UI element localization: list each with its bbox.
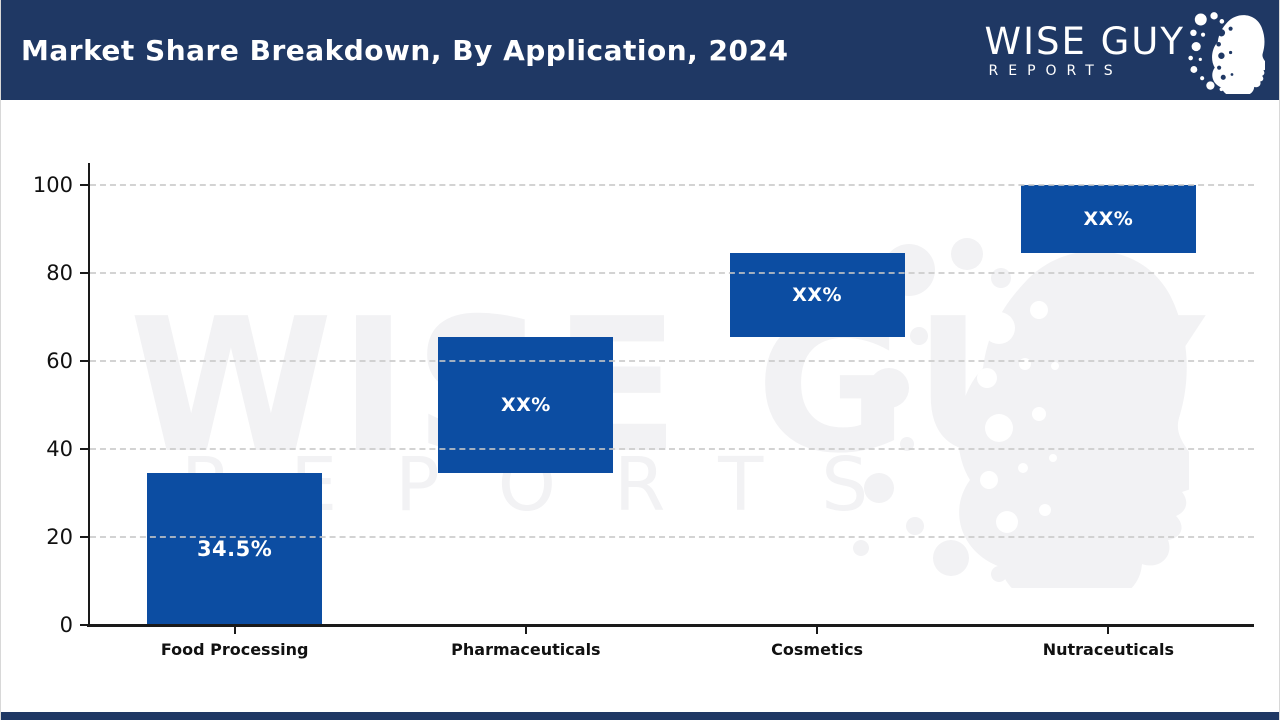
y-tick-40 xyxy=(80,448,88,450)
x-category-label: Pharmaceuticals xyxy=(451,640,601,659)
y-tick-100 xyxy=(80,184,88,186)
x-axis-line xyxy=(87,624,1254,627)
header-bar: Market Share Breakdown, By Application, … xyxy=(1,0,1279,100)
bar-value-label: XX% xyxy=(792,283,843,306)
bar-value-label: 34.5% xyxy=(196,537,273,562)
gridline-40 xyxy=(90,448,1254,450)
brand-name: WISE GUY xyxy=(984,19,1185,63)
gridline-80 xyxy=(90,272,1254,274)
bar-segment-2: XX% xyxy=(438,336,614,474)
brand-subname: REPORTS xyxy=(988,62,1123,79)
y-tick-60 xyxy=(80,360,88,362)
bar-value-label: XX% xyxy=(1083,208,1134,231)
x-category-label: Cosmetics xyxy=(771,640,864,659)
x-tick-2 xyxy=(524,627,527,634)
y-tick-label-100: 100 xyxy=(32,173,73,197)
bar-segment-1: 34.5% xyxy=(147,473,323,625)
x-category-label: Food Processing xyxy=(160,640,309,659)
y-tick-80 xyxy=(80,272,88,274)
bar-segment-3: XX% xyxy=(729,253,905,337)
bar-segment-4: XX% xyxy=(1020,185,1196,254)
y-tick-label-60: 60 xyxy=(46,349,73,373)
bar-value-label: XX% xyxy=(500,393,551,416)
y-tick-label-80: 80 xyxy=(46,261,73,285)
brand-head-icon xyxy=(1188,12,1265,94)
y-axis-line xyxy=(88,163,90,627)
x-tick-1 xyxy=(233,627,236,634)
y-tick-20 xyxy=(80,536,88,538)
gridline-20 xyxy=(90,536,1254,538)
y-tick-label-20: 20 xyxy=(46,525,73,549)
brand-logo: WISE GUY REPORTS xyxy=(985,6,1265,94)
page-title: Market Share Breakdown, By Application, … xyxy=(21,33,789,67)
gridline-60 xyxy=(90,360,1254,362)
x-tick-3 xyxy=(816,627,819,634)
y-tick-label-40: 40 xyxy=(46,437,73,461)
y-tick-0 xyxy=(80,624,88,626)
x-tick-4 xyxy=(1107,627,1110,634)
brand-logo-text: WISE GUY REPORTS xyxy=(985,23,1185,78)
x-category-label: Nutraceuticals xyxy=(1042,640,1174,659)
y-tick-label-0: 0 xyxy=(59,613,73,637)
footer-bar xyxy=(1,712,1279,720)
gridline-100 xyxy=(90,184,1254,186)
